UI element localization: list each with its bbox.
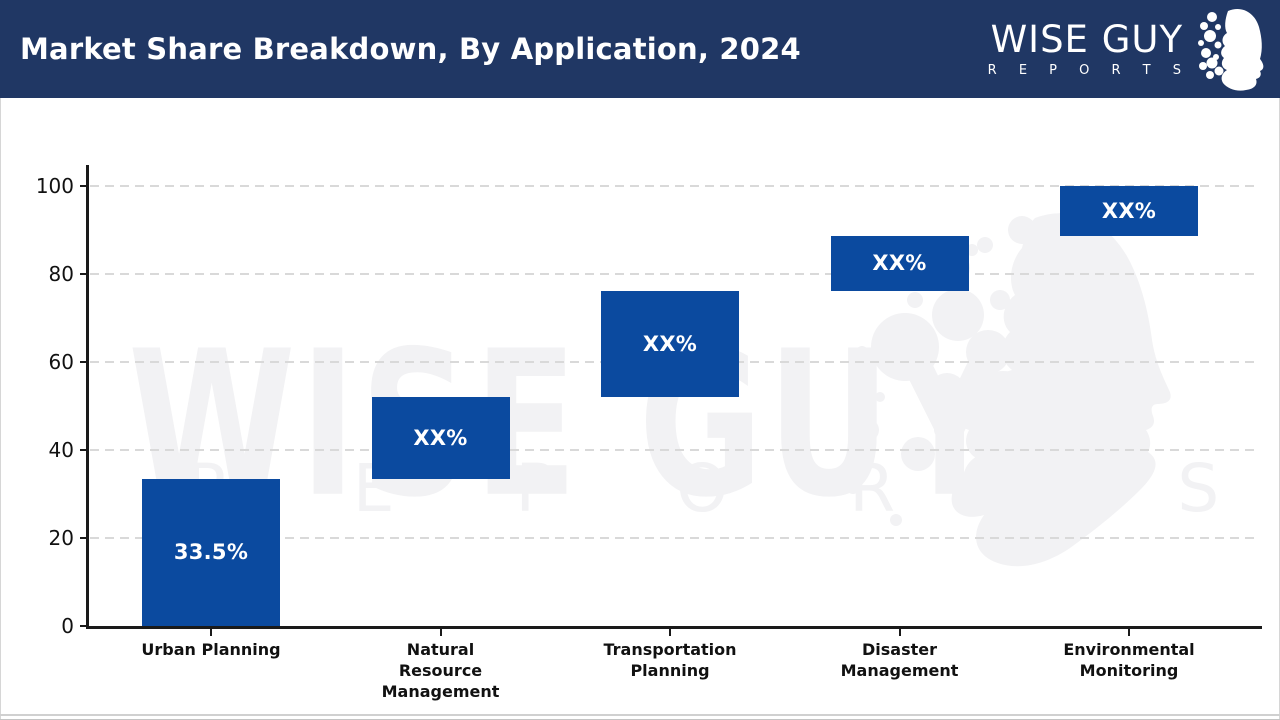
x-category-label: Urban Planning: [141, 640, 281, 659]
x-category-label: Disaster Management: [840, 640, 959, 680]
bar-value-label: XX%: [413, 425, 468, 450]
y-tick-mark: [80, 449, 88, 451]
y-tick-label: 80: [48, 262, 74, 286]
y-tick-mark: [80, 537, 88, 539]
x-tick-mark: [669, 628, 671, 636]
y-tick-label: 0: [61, 614, 74, 638]
header: Market Share Breakdown, By Application, …: [0, 0, 1280, 98]
bar: XX%: [830, 236, 969, 291]
bar: XX%: [371, 397, 510, 479]
y-tick-label: 40: [48, 438, 74, 462]
bar: XX%: [601, 290, 739, 398]
y-tick-label: 100: [35, 174, 74, 198]
y-axis: [86, 165, 89, 628]
x-category-label: Natural Resource Management: [381, 640, 500, 701]
gridline: [90, 273, 1258, 275]
gridline: [90, 537, 1258, 539]
y-tick-mark: [80, 625, 88, 627]
logo-head-icon: [1198, 8, 1264, 91]
bottom-divider: [0, 714, 1280, 716]
bar: XX%: [1060, 186, 1198, 237]
bar-value-label: XX%: [642, 331, 698, 356]
chart-area: WISE GUY R E P O R T S 0 20 40 60 80 100 33.5%…: [0, 98, 1280, 720]
y-tick-label: 60: [48, 350, 74, 374]
logo-wordmark: WISE GUY: [990, 18, 1184, 62]
x-tick-mark: [439, 628, 442, 636]
x-category-label: Transportation Planning: [603, 640, 737, 680]
bar-value-label: XX%: [872, 251, 927, 276]
y-tick-mark: [80, 361, 88, 363]
y-tick-mark: [80, 185, 88, 187]
x-category-label: Environmental Monitoring: [1063, 640, 1195, 680]
wise-guy-logo: WISE GUY R E P O R T S: [984, 0, 1266, 98]
page-title: Market Share Breakdown, By Application, …: [20, 32, 801, 66]
x-axis: [86, 626, 1262, 629]
logo-subtitle: R E P O R T S: [987, 62, 1190, 78]
bar-value-label: 33.5%: [173, 540, 249, 565]
y-tick-mark: [80, 273, 88, 275]
bar-value-label: XX%: [1101, 199, 1157, 224]
logo-text: WISE GUY R E P O R T S: [984, 18, 1190, 78]
y-tick-label: 20: [48, 526, 74, 550]
gridline: [90, 185, 1258, 187]
x-tick-mark: [210, 628, 212, 636]
watermark-subtitle: R E P O R T S: [186, 450, 1270, 527]
bar: 33.5%: [142, 478, 280, 626]
gridline: [90, 449, 1258, 451]
x-tick-mark: [898, 628, 901, 636]
x-tick-mark: [1128, 628, 1130, 636]
left-border: [0, 98, 1, 720]
